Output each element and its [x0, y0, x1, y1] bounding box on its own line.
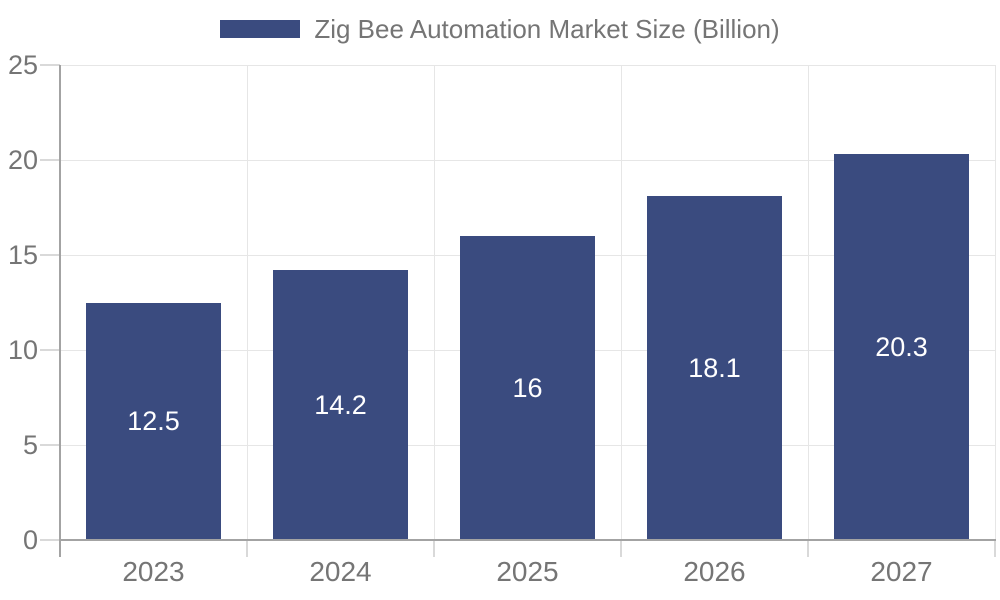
bar-value-label: 20.3 [875, 332, 928, 363]
y-axis-line [59, 65, 61, 557]
x-tick [620, 540, 622, 557]
x-tick [246, 540, 248, 557]
y-tick [40, 159, 60, 161]
y-tick [40, 539, 60, 541]
x-axis-line [59, 539, 996, 541]
x-tick-label: 2025 [496, 556, 559, 587]
y-tick-label: 15 [7, 240, 38, 270]
x-tick [433, 540, 435, 557]
y-tick-label: 10 [7, 335, 38, 365]
y-tick-label: 5 [22, 430, 38, 460]
bar-2027 [834, 154, 969, 540]
y-tick [40, 349, 60, 351]
x-tick-label: 2026 [683, 556, 746, 587]
bar-2023 [86, 302, 221, 540]
x-tick-label: 2023 [122, 556, 185, 587]
x-tick [807, 540, 809, 557]
legend-swatch [220, 20, 301, 38]
legend: Zig Bee Automation Market Size (Billion) [0, 14, 1000, 44]
y-tick-label: 25 [7, 50, 38, 80]
bar-value-label: 14.2 [314, 390, 367, 421]
x-grid-line [807, 65, 809, 540]
x-grid-line [994, 65, 996, 540]
legend-label: Zig Bee Automation Market Size (Billion) [314, 14, 780, 44]
bar-2025 [460, 236, 595, 540]
legend-item[interactable]: Zig Bee Automation Market Size (Billion) [220, 14, 780, 44]
y-tick [40, 64, 60, 66]
x-tick-label: 2024 [309, 556, 372, 587]
y-grid-line [60, 159, 995, 161]
x-grid-line [620, 65, 622, 540]
y-tick-label: 20 [7, 145, 38, 175]
y-tick [40, 444, 60, 446]
bar-value-label: 18.1 [688, 353, 741, 384]
y-grid-line [60, 64, 995, 66]
x-tick [994, 540, 996, 557]
x-grid-line [246, 65, 248, 540]
x-tick-label: 2027 [870, 556, 933, 587]
bar-2024 [273, 270, 408, 540]
y-tick-label: 0 [22, 525, 38, 555]
y-tick [40, 254, 60, 256]
bar-value-label: 16 [512, 373, 543, 403]
bar-value-label: 12.5 [127, 406, 180, 437]
x-grid-line [433, 65, 435, 540]
bar-2026 [647, 196, 782, 540]
